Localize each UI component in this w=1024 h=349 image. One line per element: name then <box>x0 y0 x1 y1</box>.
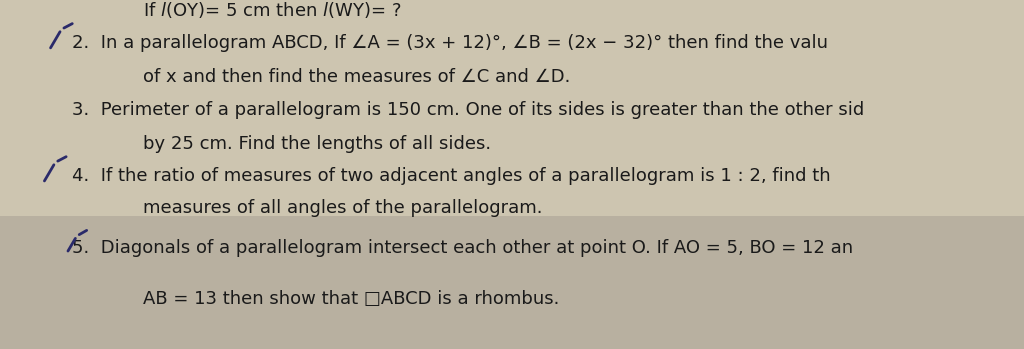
Text: 4.  If the ratio of measures of two adjacent angles of a parallelogram is 1 : 2,: 4. If the ratio of measures of two adjac… <box>72 168 830 185</box>
Bar <box>0 216 1024 349</box>
Text: 2.  In a parallelogram ABCD, If ∠A = (3x + 12)°, ∠B = (2x − 32)° then find the v: 2. In a parallelogram ABCD, If ∠A = (3x … <box>72 34 827 52</box>
Text: by 25 cm. Find the lengths of all sides.: by 25 cm. Find the lengths of all sides. <box>143 135 492 153</box>
Text: 5.  Diagonals of a parallelogram intersect each other at point O. If AO = 5, BO : 5. Diagonals of a parallelogram intersec… <box>72 239 853 257</box>
Text: 3.  Perimeter of a parallelogram is 150 cm. One of its sides is greater than the: 3. Perimeter of a parallelogram is 150 c… <box>72 101 864 119</box>
Bar <box>0 0 1024 216</box>
Text: of x and then find the measures of ∠C and ∠D.: of x and then find the measures of ∠C an… <box>143 68 570 86</box>
Text: If $l$(OY)= 5 cm then $l$(WY)= ?: If $l$(OY)= 5 cm then $l$(WY)= ? <box>143 0 401 20</box>
Text: AB = 13 then show that □ABCD is a rhombus.: AB = 13 then show that □ABCD is a rhombu… <box>143 290 560 307</box>
Text: measures of all angles of the parallelogram.: measures of all angles of the parallelog… <box>143 199 543 217</box>
